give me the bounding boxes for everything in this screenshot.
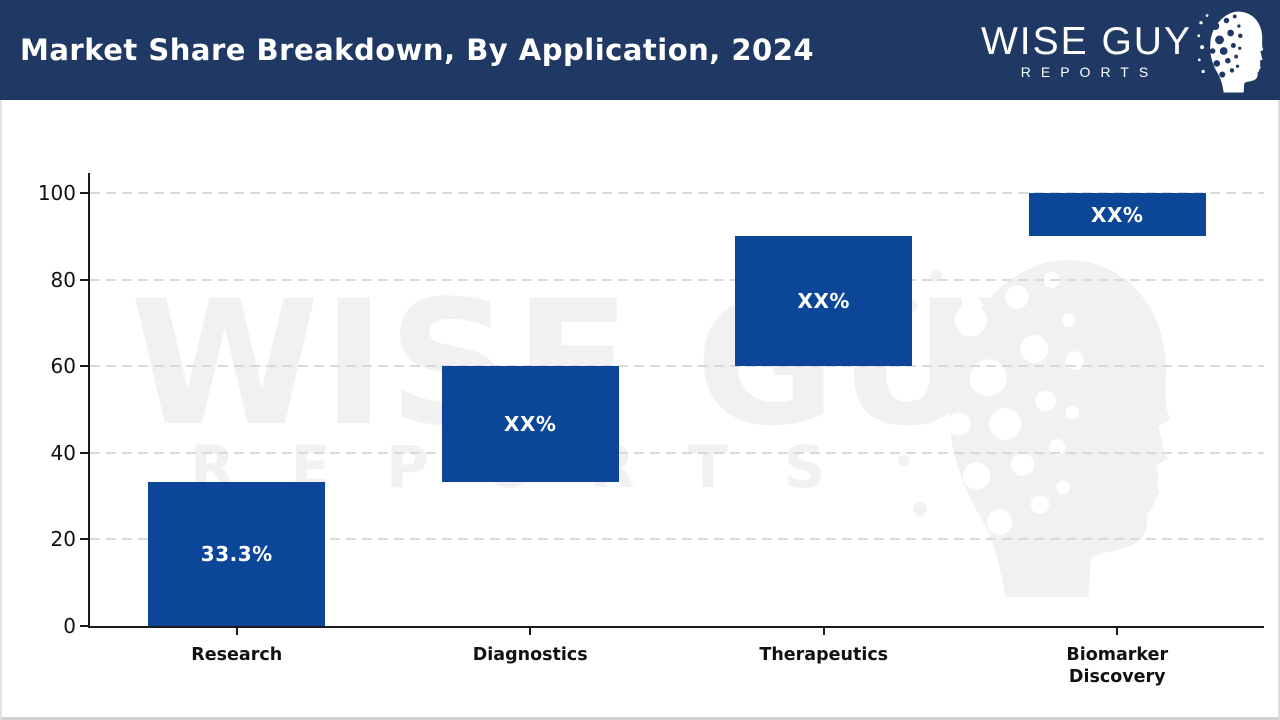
category-label-2: Diagnostics bbox=[472, 645, 588, 665]
header-banner: Market Share Breakdown, By Application, … bbox=[0, 0, 1280, 100]
bar-value-label: 33.3% bbox=[200, 541, 273, 566]
x-tick-mark-4 bbox=[1116, 626, 1119, 635]
wiseguy-logo: WISE GUY REPORTS bbox=[981, 6, 1268, 96]
bar-value-label: XX% bbox=[797, 289, 850, 314]
wiseguy-logo-wordmark: WISE GUY bbox=[980, 20, 1192, 63]
x-tick-mark-2 bbox=[529, 626, 532, 635]
y-tick-mark-100 bbox=[80, 192, 88, 194]
wiseguy-head-icon bbox=[1197, 11, 1264, 93]
gridline-40 bbox=[90, 451, 1264, 454]
y-tick-mark-20 bbox=[80, 538, 88, 541]
bar-value-label: XX% bbox=[1091, 202, 1144, 227]
bar-research: 33.3% bbox=[148, 481, 326, 626]
x-tick-mark-3 bbox=[822, 626, 825, 635]
category-label-4: Biomarker Discovery bbox=[1066, 645, 1169, 687]
y-tick-mark-80 bbox=[80, 278, 88, 281]
x-tick-mark-1 bbox=[235, 626, 238, 635]
wiseguy-logo-subtitle: REPORTS bbox=[1020, 64, 1159, 80]
y-tick-label-100: 100 bbox=[37, 181, 76, 205]
y-tick-label-20: 20 bbox=[50, 527, 76, 552]
page-title: Market Share Breakdown, By Application, … bbox=[20, 33, 815, 67]
bar-diagnostics: XX% bbox=[441, 366, 619, 482]
gridline-60 bbox=[90, 365, 1264, 368]
category-label-3: Therapeutics bbox=[759, 645, 889, 665]
y-tick-mark-0 bbox=[80, 625, 88, 627]
gridline-100 bbox=[90, 192, 1264, 194]
y-tick-label-60: 60 bbox=[50, 354, 76, 379]
y-tick-label-0: 0 bbox=[63, 614, 76, 638]
bar-biomarker-discovery: XX% bbox=[1028, 193, 1206, 237]
bar-value-label: XX% bbox=[504, 411, 557, 436]
y-axis-line bbox=[88, 173, 90, 628]
y-tick-label-40: 40 bbox=[50, 440, 76, 465]
y-tick-mark-60 bbox=[80, 365, 88, 368]
wiseguy-logo-text: WISE GUY REPORTS bbox=[981, 22, 1192, 80]
chart-canvas: WISE GUY REPORTS 02040608010033.3%Resear… bbox=[0, 100, 1280, 720]
category-label-1: Research bbox=[191, 645, 283, 665]
gridline-20 bbox=[90, 538, 1264, 541]
y-tick-mark-40 bbox=[80, 451, 88, 454]
plot-area: 0 20 40 60 80 100 33.3% Research XX% Diagnostics X… bbox=[38, 173, 1264, 687]
y-tick-label-80: 80 bbox=[50, 267, 76, 292]
bar-therapeutics: XX% bbox=[735, 236, 913, 367]
x-axis-line bbox=[88, 626, 1264, 628]
watermark-head-icon bbox=[895, 260, 1171, 598]
gridline-80 bbox=[90, 278, 1264, 281]
